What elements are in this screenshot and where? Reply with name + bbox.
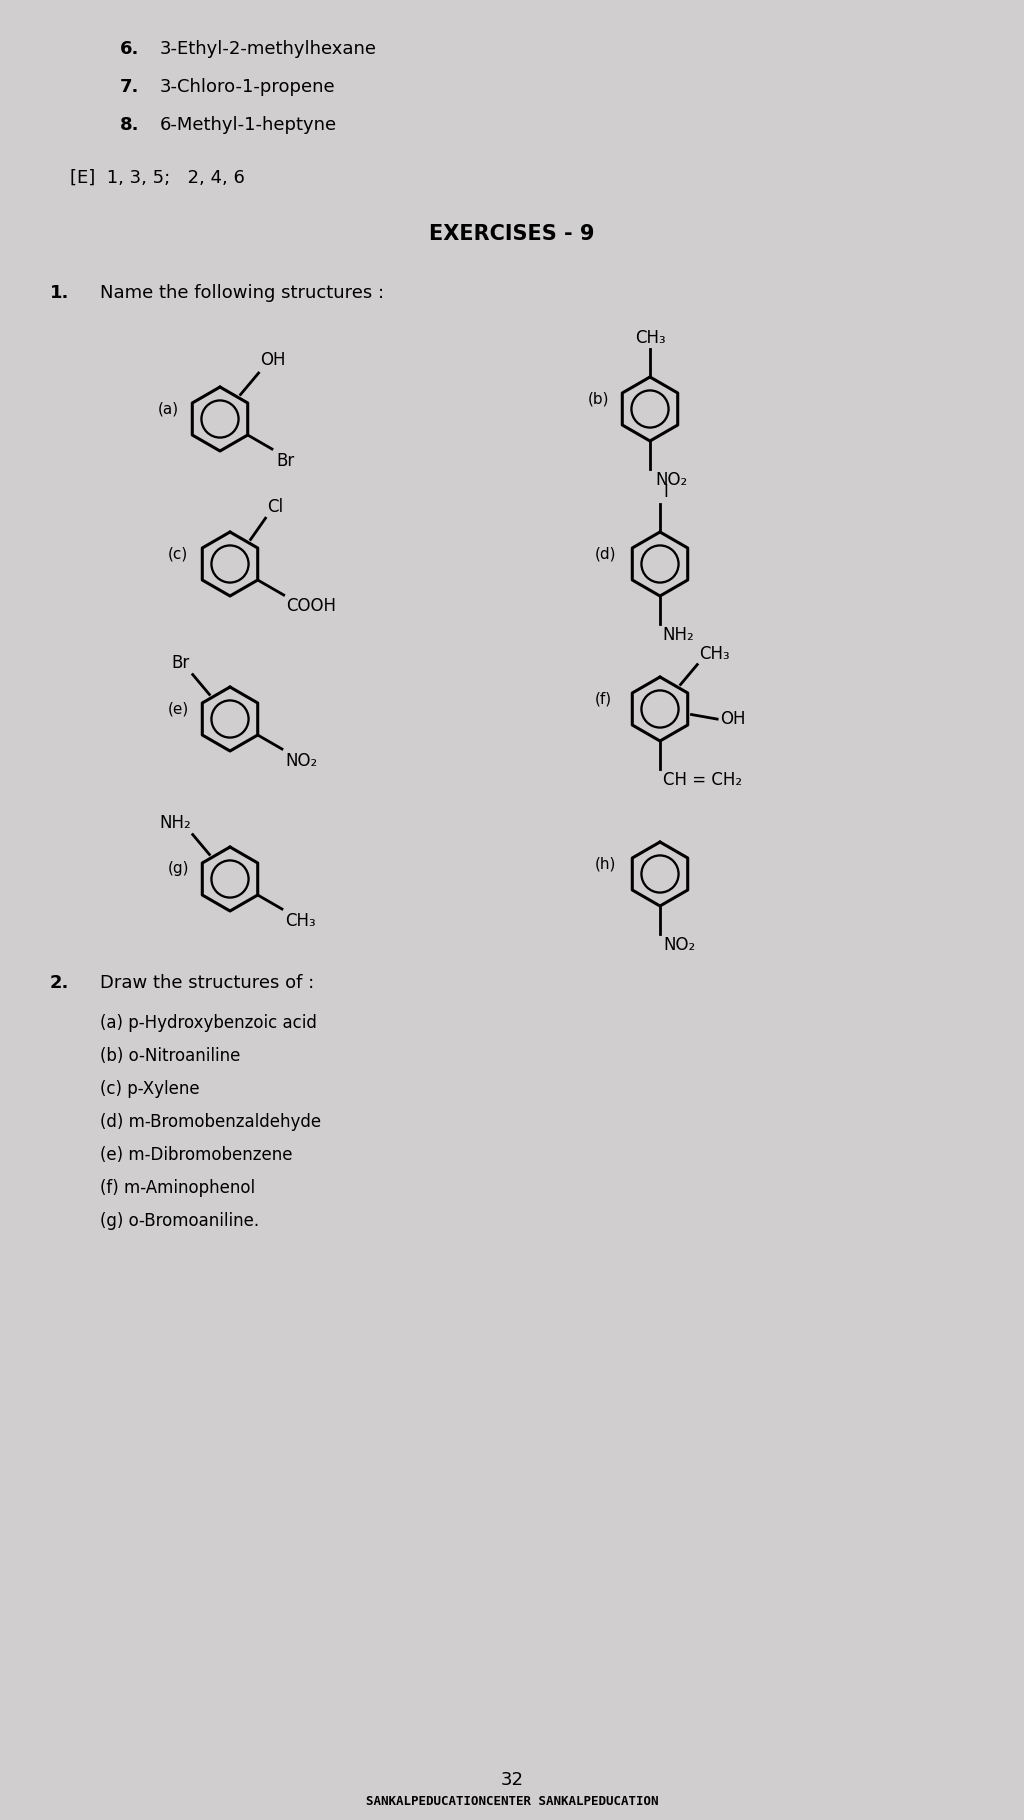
Text: 32: 32 bbox=[501, 1771, 523, 1789]
Text: (e): (e) bbox=[168, 701, 189, 717]
Text: (c): (c) bbox=[168, 546, 188, 562]
Text: (d): (d) bbox=[595, 546, 616, 562]
Text: NH₂: NH₂ bbox=[159, 814, 190, 832]
Text: 6-Methyl-1-heptyne: 6-Methyl-1-heptyne bbox=[160, 116, 337, 135]
Text: (g) o-Bromoaniline.: (g) o-Bromoaniline. bbox=[100, 1212, 259, 1230]
Text: (b) o-Nitroaniline: (b) o-Nitroaniline bbox=[100, 1046, 241, 1065]
Text: 8.: 8. bbox=[120, 116, 139, 135]
Text: NO₂: NO₂ bbox=[655, 471, 687, 490]
Text: (a): (a) bbox=[158, 402, 179, 417]
Text: (a) p-Hydroxybenzoic acid: (a) p-Hydroxybenzoic acid bbox=[100, 1014, 316, 1032]
Text: [E]  1, 3, 5;   2, 4, 6: [E] 1, 3, 5; 2, 4, 6 bbox=[70, 169, 245, 187]
Text: Draw the structures of :: Draw the structures of : bbox=[100, 974, 314, 992]
Text: CH₃: CH₃ bbox=[699, 644, 730, 662]
Text: Br: Br bbox=[171, 653, 189, 672]
Text: I: I bbox=[663, 482, 668, 500]
Text: COOH: COOH bbox=[286, 597, 336, 615]
Text: Cl: Cl bbox=[267, 499, 284, 517]
Text: OH: OH bbox=[260, 351, 286, 369]
Text: 7.: 7. bbox=[120, 78, 139, 96]
Text: (c) p-Xylene: (c) p-Xylene bbox=[100, 1079, 200, 1097]
Text: (f) m-Aminophenol: (f) m-Aminophenol bbox=[100, 1179, 255, 1198]
Text: EXERCISES - 9: EXERCISES - 9 bbox=[429, 224, 595, 244]
Text: (f): (f) bbox=[595, 692, 612, 706]
Text: (e) m-Dibromobenzene: (e) m-Dibromobenzene bbox=[100, 1147, 293, 1165]
Text: 2.: 2. bbox=[50, 974, 70, 992]
Text: NO₂: NO₂ bbox=[285, 752, 317, 770]
Text: 3-Ethyl-2-methylhexane: 3-Ethyl-2-methylhexane bbox=[160, 40, 377, 58]
Text: 3-Chloro-1-propene: 3-Chloro-1-propene bbox=[160, 78, 336, 96]
Text: (d) m-Bromobenzaldehyde: (d) m-Bromobenzaldehyde bbox=[100, 1114, 322, 1130]
Text: NH₂: NH₂ bbox=[662, 626, 693, 644]
Text: 1.: 1. bbox=[50, 284, 70, 302]
Text: 6.: 6. bbox=[120, 40, 139, 58]
Text: Br: Br bbox=[275, 451, 294, 470]
Text: NO₂: NO₂ bbox=[663, 935, 695, 954]
Text: Name the following structures :: Name the following structures : bbox=[100, 284, 384, 302]
Text: SANKALPEDUCATIONCENTER SANKALPEDUCATION: SANKALPEDUCATIONCENTER SANKALPEDUCATION bbox=[366, 1795, 658, 1807]
Text: CH = CH₂: CH = CH₂ bbox=[663, 772, 742, 790]
Text: (g): (g) bbox=[168, 861, 189, 877]
Text: CH₃: CH₃ bbox=[635, 329, 666, 348]
Text: (b): (b) bbox=[588, 391, 609, 406]
Text: OH: OH bbox=[720, 710, 745, 728]
Text: CH₃: CH₃ bbox=[285, 912, 315, 930]
Text: (h): (h) bbox=[595, 857, 616, 872]
